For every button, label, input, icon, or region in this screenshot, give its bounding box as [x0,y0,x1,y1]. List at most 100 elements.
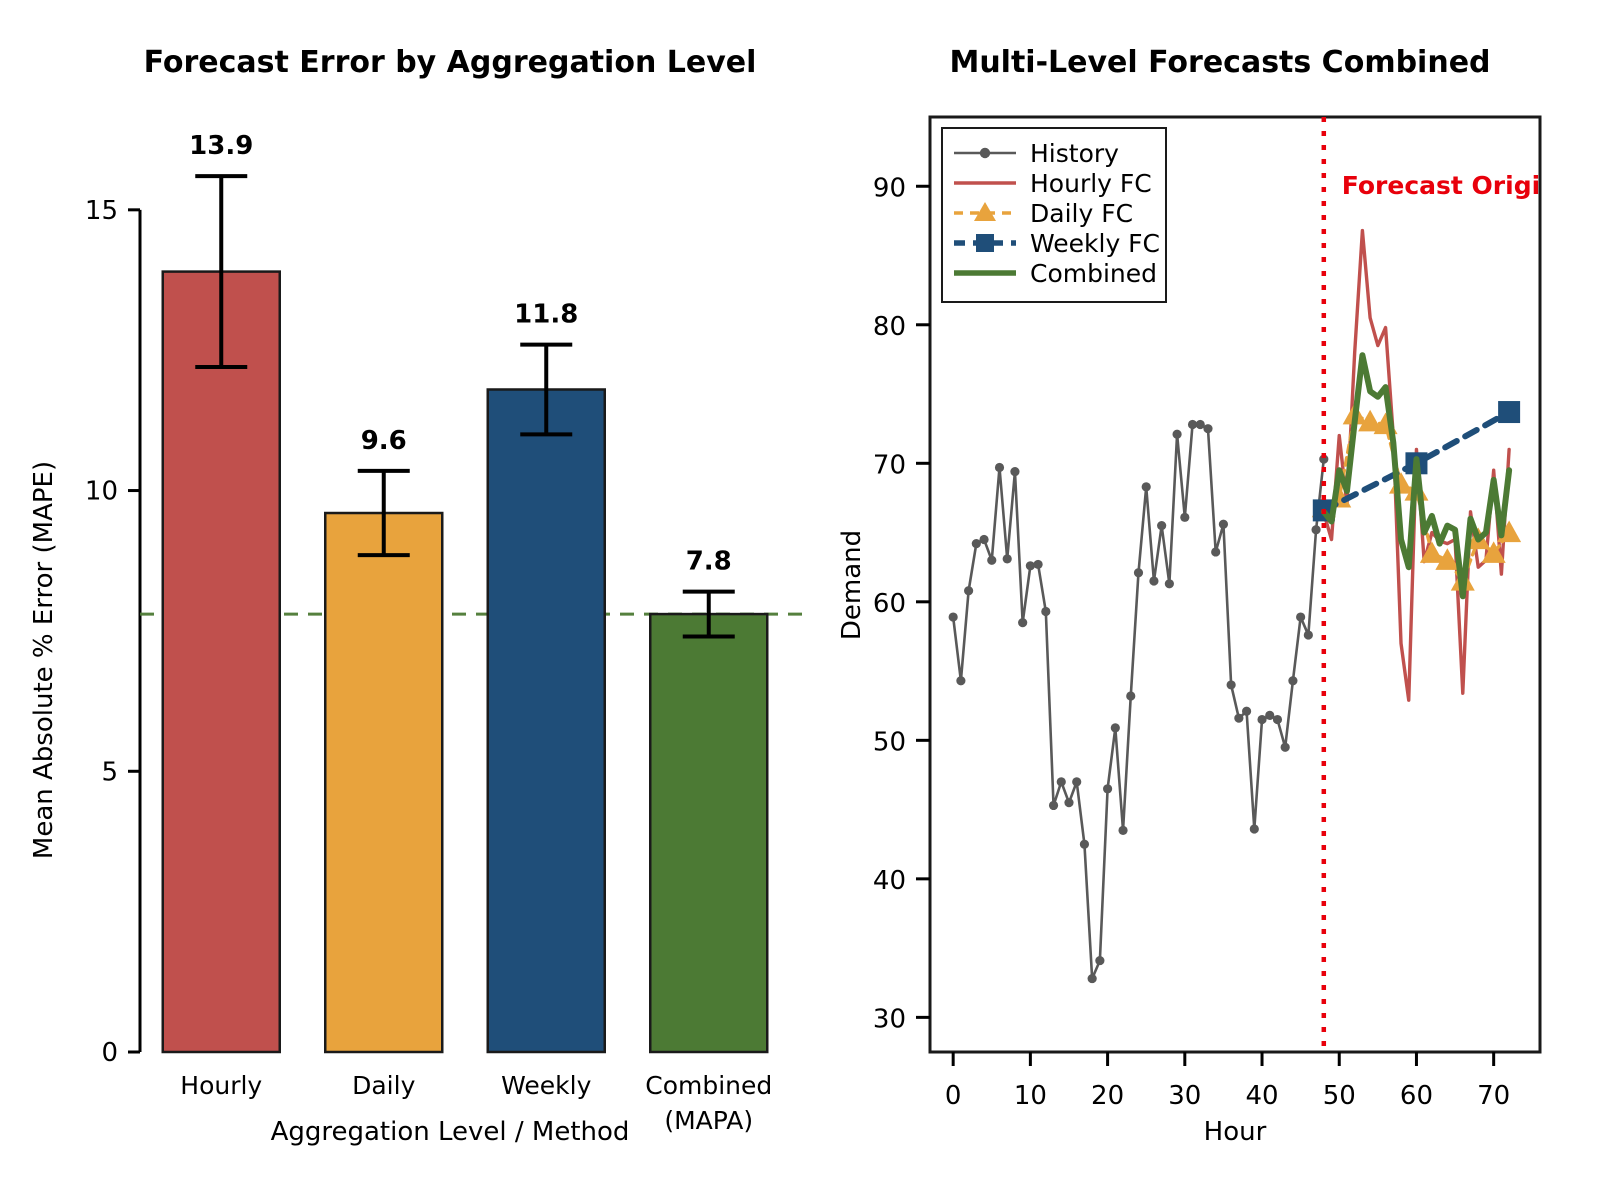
history-point [1157,521,1167,531]
history-point [1226,680,1236,690]
history-point [1218,519,1229,529]
bar-value-label-0: 13.9 [189,131,253,161]
history-point [1141,482,1151,492]
line-chart-panel: Multi-Level Forecasts Combined Demand Ho… [820,0,1600,1200]
bar-category-label-3: (MAPA) [664,1106,753,1135]
series-line-combined [1320,352,1513,600]
y-tick-label: 50 [873,727,906,757]
history-point [1272,714,1283,725]
history-point [979,534,989,545]
y-tick-label: 0 [101,1038,118,1068]
bar-value-label-3: 7.8 [686,547,732,577]
y-tick-label: 70 [873,450,906,480]
line-chart-y-axis-label: Demand [837,530,867,640]
history-point [1079,839,1090,849]
history-point [987,555,997,565]
y-tick-label: 90 [873,173,906,203]
bar-category-label-3: Combined [645,1071,772,1100]
history-point [1172,429,1182,439]
history-point [1095,955,1105,966]
x-tick-label: 60 [1400,1081,1433,1111]
line-chart-svg: Multi-Level Forecasts Combined Demand Ho… [837,45,1558,1147]
bar-category-label-0: Hourly [180,1071,262,1100]
bar-3[interactable] [649,612,769,1054]
history-point [1203,424,1213,434]
bar-chart-category-labels: Hourly Daily Weekly Combined (MAPA) [180,1071,772,1135]
history-point [1180,512,1190,522]
history-point [948,612,958,622]
bar-chart-svg: Forecast Error by Aggregation Level Mean… [29,45,810,1147]
history-point [1010,467,1020,477]
history-point [1087,973,1097,984]
history-point [1303,630,1313,640]
x-tick-label: 30 [1168,1081,1201,1111]
daily-fc-marker [1419,541,1444,563]
history-point [1280,742,1290,752]
bar-chart-panel: Forecast Error by Aggregation Level Mean… [29,45,810,1147]
bar-chart-value-labels: 13.9 9.6 11.8 7.8 [189,131,732,576]
series-line-history [951,423,1326,980]
history-point [994,462,1005,473]
bar-2[interactable] [486,388,606,1054]
line-chart-axes: 0 10 20 30 40 50 60 70 30 40 50 60 70 80 90 [873,173,1510,1111]
daily-fc-marker [1481,541,1506,563]
history-point [1211,547,1221,557]
history-point [1149,576,1159,586]
history-point [1288,676,1298,686]
history-point [1126,691,1136,701]
y-tick-label: 40 [873,866,906,896]
x-tick-label: 40 [1245,1081,1278,1111]
history-point [1311,525,1321,535]
bar-0[interactable] [161,270,281,1054]
bar-chart-y-axis-label: Mean Absolute % Error (MAPE) [29,461,59,859]
plot-frame [928,115,1542,1054]
series-line-hourly-fc [1322,228,1511,702]
history-point [1002,554,1012,564]
y-tick-label: 30 [873,1004,906,1034]
history-point [964,586,974,596]
history-point [1056,777,1066,787]
bar-value-label-2: 11.8 [514,300,578,330]
y-tick-label: 60 [873,589,906,619]
bar-chart-y-axis: 0 5 10 15 [85,196,142,1068]
history-point [1164,579,1174,589]
line-chart-frame [928,115,1542,1054]
x-tick-label: 70 [1477,1081,1510,1111]
weekly-fc-marker [1498,401,1521,424]
x-tick-label: 10 [1014,1081,1047,1111]
bar-chart-error-bars [195,174,735,639]
history-point [1319,454,1329,464]
history-point [971,539,981,549]
x-tick-label: 0 [945,1081,962,1111]
daily-fc-marker [1358,409,1383,432]
history-point [1257,714,1267,725]
bar-1[interactable] [324,511,444,1054]
history-point [1072,777,1082,787]
x-tick-label: 50 [1323,1081,1356,1111]
history-point [1025,561,1035,571]
x-tick-label: 20 [1091,1081,1124,1111]
history-point [1048,800,1059,811]
history-point [1296,612,1306,622]
y-tick-label: 80 [873,312,906,342]
y-tick-label: 10 [85,477,118,507]
history-point [1018,617,1028,628]
bar-chart-title: Forecast Error by Aggregation Level [144,45,757,80]
history-point [1265,710,1275,721]
history-point [1187,419,1198,430]
history-point [1195,419,1205,430]
legend-label-daily-fc: Daily FC [1030,199,1133,228]
y-tick-label: 15 [85,196,118,226]
history-point [1234,713,1244,723]
history-point [1041,606,1051,617]
history-point [1064,798,1074,808]
forecast-origin-marker: Forecast Origin [1321,117,1558,1052]
daily-fc-marker [1435,548,1460,570]
forecast-origin-annotation: Forecast Origin [1342,171,1558,200]
y-tick-label: 5 [101,757,118,787]
legend-label-hourly-fc: Hourly FC [1030,169,1152,198]
history-point [1110,723,1120,733]
bar-chart-bars [161,270,769,1054]
